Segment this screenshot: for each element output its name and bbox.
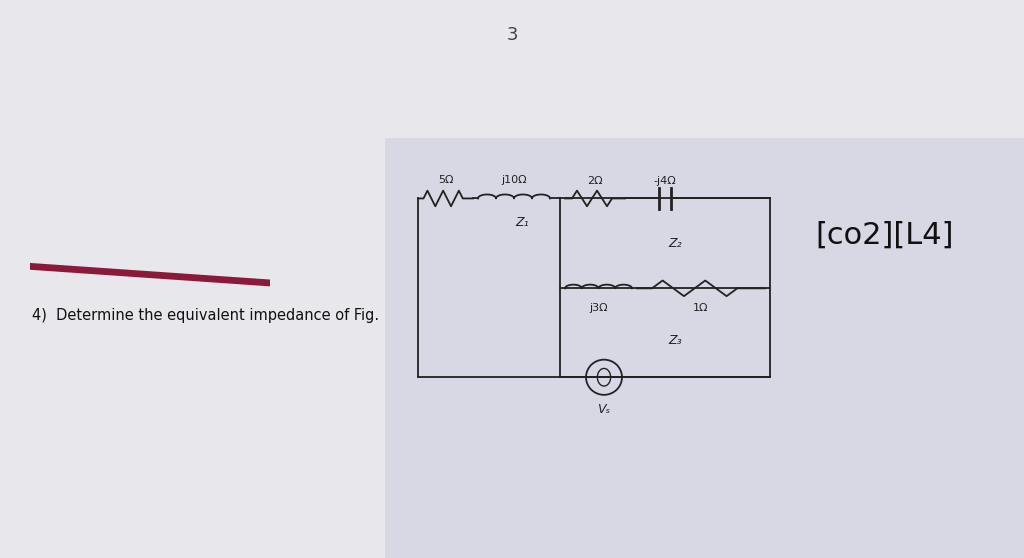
Text: 4)  Determine the equivalent impedance of Fig.: 4) Determine the equivalent impedance of… [32,308,379,323]
Text: j3Ω: j3Ω [589,303,608,313]
Text: Z₂: Z₂ [669,237,682,250]
Text: 1Ω: 1Ω [693,303,709,313]
Polygon shape [30,263,270,286]
Text: -j4Ω: -j4Ω [653,176,677,186]
Text: Z₃: Z₃ [669,334,682,347]
Bar [385,138,1024,558]
Text: j10Ω: j10Ω [501,175,526,185]
Text: 3: 3 [506,26,518,44]
Text: [co2][L4]: [co2][L4] [816,221,954,250]
Text: 2Ω: 2Ω [587,176,603,186]
Text: 5Ω: 5Ω [437,175,454,185]
Text: Vₛ: Vₛ [597,403,610,416]
Text: Z₁: Z₁ [515,216,528,229]
